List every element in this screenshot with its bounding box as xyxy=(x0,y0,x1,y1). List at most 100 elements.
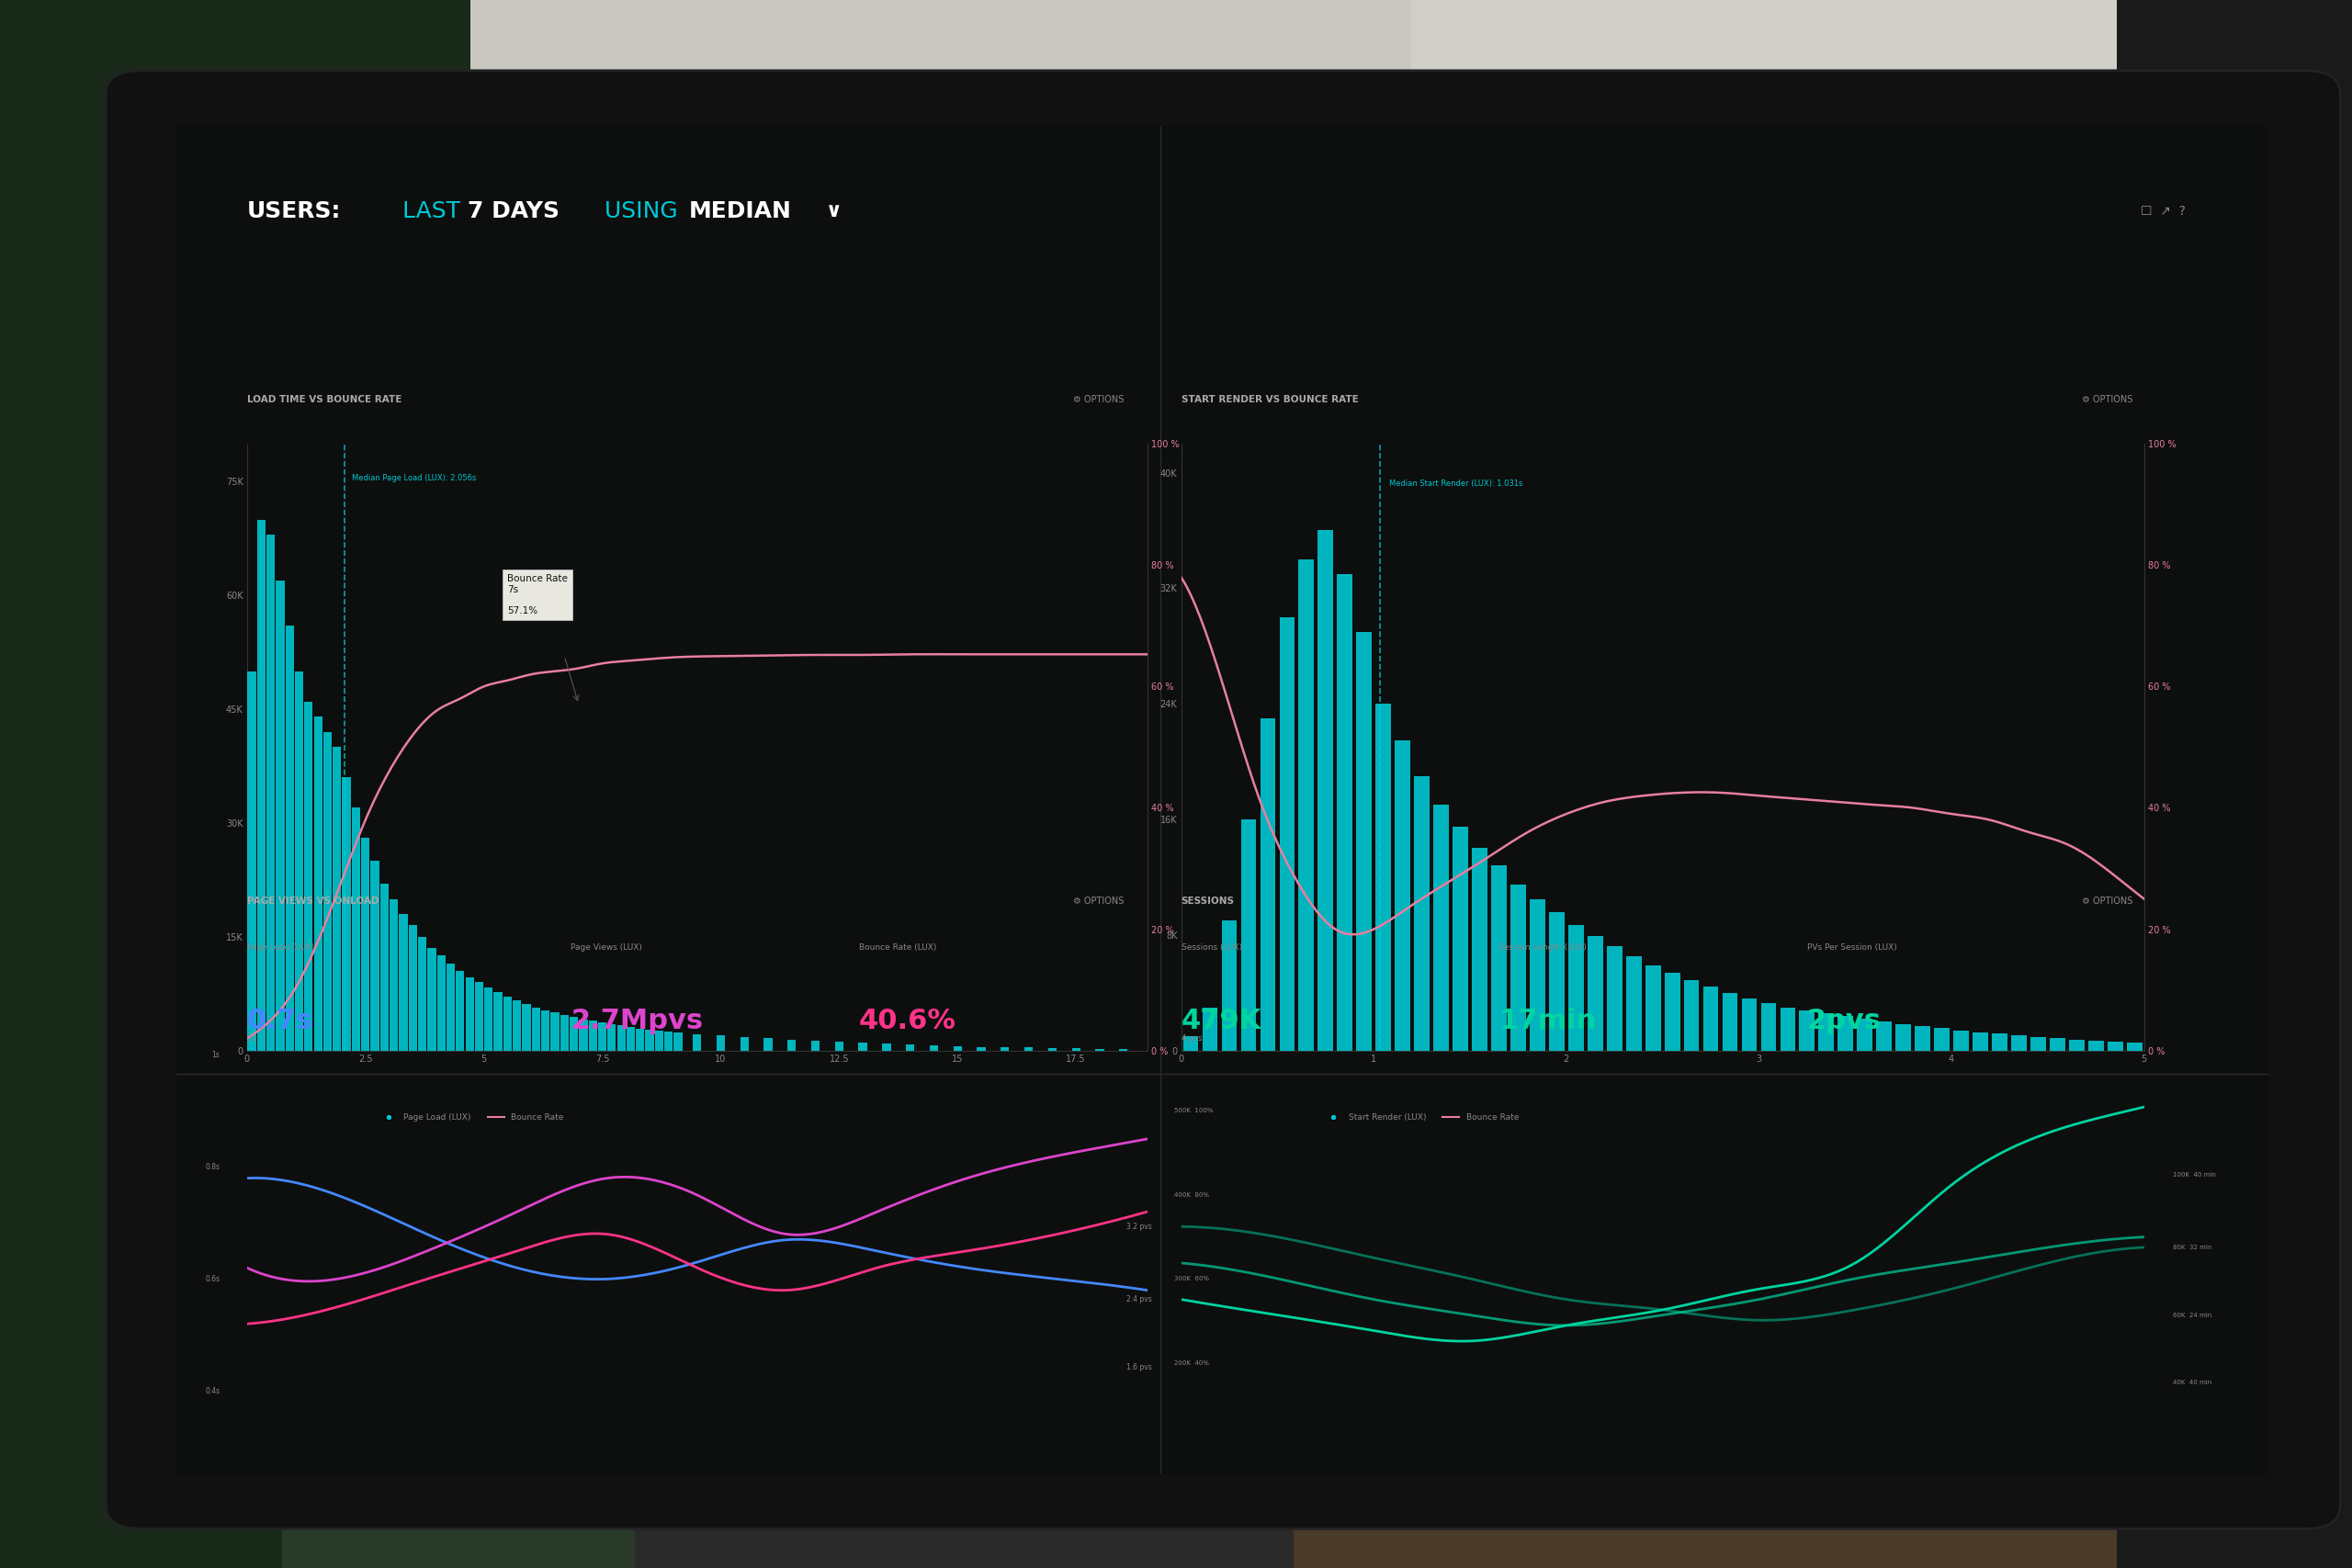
Bar xyxy=(456,971,463,1051)
Bar xyxy=(673,1032,682,1051)
Bar xyxy=(1183,1036,1200,1051)
Text: ☐  ↗  ?: ☐ ↗ ? xyxy=(2140,205,2185,218)
Bar xyxy=(381,884,388,1051)
Bar xyxy=(285,626,294,1051)
Text: 0.7s: 0.7s xyxy=(247,1008,313,1035)
Text: ⚙ OPTIONS: ⚙ OPTIONS xyxy=(1073,897,1124,906)
Text: 0.8s: 0.8s xyxy=(205,1163,221,1171)
Text: Page Load (LUX): Page Load (LUX) xyxy=(247,944,315,952)
Bar xyxy=(2089,1041,2103,1051)
Text: 7 DAYS: 7 DAYS xyxy=(468,201,560,223)
Bar xyxy=(503,997,513,1051)
Bar xyxy=(409,925,416,1051)
Bar xyxy=(1703,986,1719,1051)
Text: SESSIONS: SESSIONS xyxy=(1181,897,1235,906)
Bar xyxy=(906,1044,915,1051)
Bar xyxy=(1569,925,1583,1051)
Bar xyxy=(1242,820,1256,1051)
Bar xyxy=(1432,804,1449,1051)
Bar xyxy=(1049,1047,1056,1051)
Bar xyxy=(1395,740,1411,1051)
Text: 500K  100%: 500K 100% xyxy=(1174,1109,1214,1113)
Bar xyxy=(654,1030,663,1051)
Text: 40.6%: 40.6% xyxy=(858,1008,957,1035)
Text: Bounce Rate
7s

57.1%: Bounce Rate 7s 57.1% xyxy=(508,574,569,616)
Text: 17min: 17min xyxy=(1498,1008,1597,1035)
Text: 479K: 479K xyxy=(1181,1008,1261,1035)
Bar xyxy=(764,1038,771,1051)
Text: 1.6 pvs: 1.6 pvs xyxy=(1127,1363,1152,1370)
Bar xyxy=(282,0,635,1568)
Text: Median Page Load (LUX): 2.056s: Median Page Load (LUX): 2.056s xyxy=(350,474,475,483)
Bar xyxy=(2049,1038,2065,1051)
Bar xyxy=(616,1025,626,1051)
Bar xyxy=(1740,999,1757,1051)
Text: USERS:: USERS: xyxy=(247,201,341,223)
Text: 4 pvs: 4 pvs xyxy=(1181,1035,1202,1043)
Bar xyxy=(1025,1047,1033,1051)
Bar xyxy=(1877,1022,1891,1051)
Text: Bounce Rate (LUX): Bounce Rate (LUX) xyxy=(858,944,936,952)
Bar xyxy=(1625,956,1642,1051)
Bar xyxy=(1298,560,1315,1051)
Bar xyxy=(1837,1016,1853,1051)
Bar xyxy=(597,1022,607,1051)
Bar xyxy=(607,1024,616,1051)
Bar xyxy=(475,982,485,1051)
Bar xyxy=(513,1000,522,1051)
Text: LAST: LAST xyxy=(395,201,468,223)
Bar xyxy=(1722,993,1738,1051)
Text: Session Length (LUX): Session Length (LUX) xyxy=(1498,944,1588,952)
Text: 2pvs: 2pvs xyxy=(1806,1008,1882,1035)
Text: 40K  40 min: 40K 40 min xyxy=(2173,1380,2211,1386)
Bar xyxy=(1261,718,1275,1051)
Bar xyxy=(532,1007,541,1051)
Bar xyxy=(466,977,473,1051)
Text: USING: USING xyxy=(597,201,684,223)
Bar xyxy=(372,861,379,1051)
Bar xyxy=(2011,1035,2027,1051)
Text: 1s: 1s xyxy=(247,1035,256,1043)
Bar xyxy=(485,988,494,1051)
Bar xyxy=(303,701,313,1051)
Bar xyxy=(437,956,445,1051)
Bar xyxy=(1588,936,1604,1051)
Bar xyxy=(1491,866,1508,1051)
Bar xyxy=(247,671,256,1051)
Bar xyxy=(1357,632,1371,1051)
Bar xyxy=(1896,1024,1912,1051)
Bar xyxy=(541,1010,550,1051)
Text: 300K  60%: 300K 60% xyxy=(1174,1276,1209,1281)
Text: 200K  40%: 200K 40% xyxy=(1174,1361,1209,1366)
Bar xyxy=(341,778,350,1051)
Bar xyxy=(1550,913,1564,1051)
Bar xyxy=(0,0,282,1568)
Bar xyxy=(741,1036,748,1051)
Bar xyxy=(929,1046,938,1051)
Bar xyxy=(1073,1049,1080,1051)
Bar xyxy=(788,1040,795,1051)
Bar xyxy=(353,808,360,1051)
Bar xyxy=(400,914,407,1051)
Bar xyxy=(2107,1041,2124,1051)
Text: LOAD TIME VS BOUNCE RATE: LOAD TIME VS BOUNCE RATE xyxy=(247,395,402,405)
Text: ⚙ OPTIONS: ⚙ OPTIONS xyxy=(2082,395,2133,405)
Bar xyxy=(1529,898,1545,1051)
Text: 3.2 pvs: 3.2 pvs xyxy=(1127,1223,1152,1231)
Bar xyxy=(1955,1030,1969,1051)
Text: ⚙ OPTIONS: ⚙ OPTIONS xyxy=(2082,897,2133,906)
Bar xyxy=(569,1018,579,1051)
Bar xyxy=(1858,1019,1872,1051)
Bar xyxy=(2070,1040,2084,1051)
Text: 2.7Mpvs: 2.7Mpvs xyxy=(572,1008,703,1035)
Bar xyxy=(579,1019,588,1051)
Bar xyxy=(1472,848,1486,1051)
Bar xyxy=(176,125,2270,1474)
Text: PVs Per Session (LUX): PVs Per Session (LUX) xyxy=(1806,944,1896,952)
Bar xyxy=(322,732,332,1051)
Bar xyxy=(1279,618,1296,1051)
Bar xyxy=(1799,1010,1816,1051)
Bar xyxy=(1317,530,1334,1051)
Bar xyxy=(1338,574,1352,1051)
Bar xyxy=(717,1035,724,1051)
